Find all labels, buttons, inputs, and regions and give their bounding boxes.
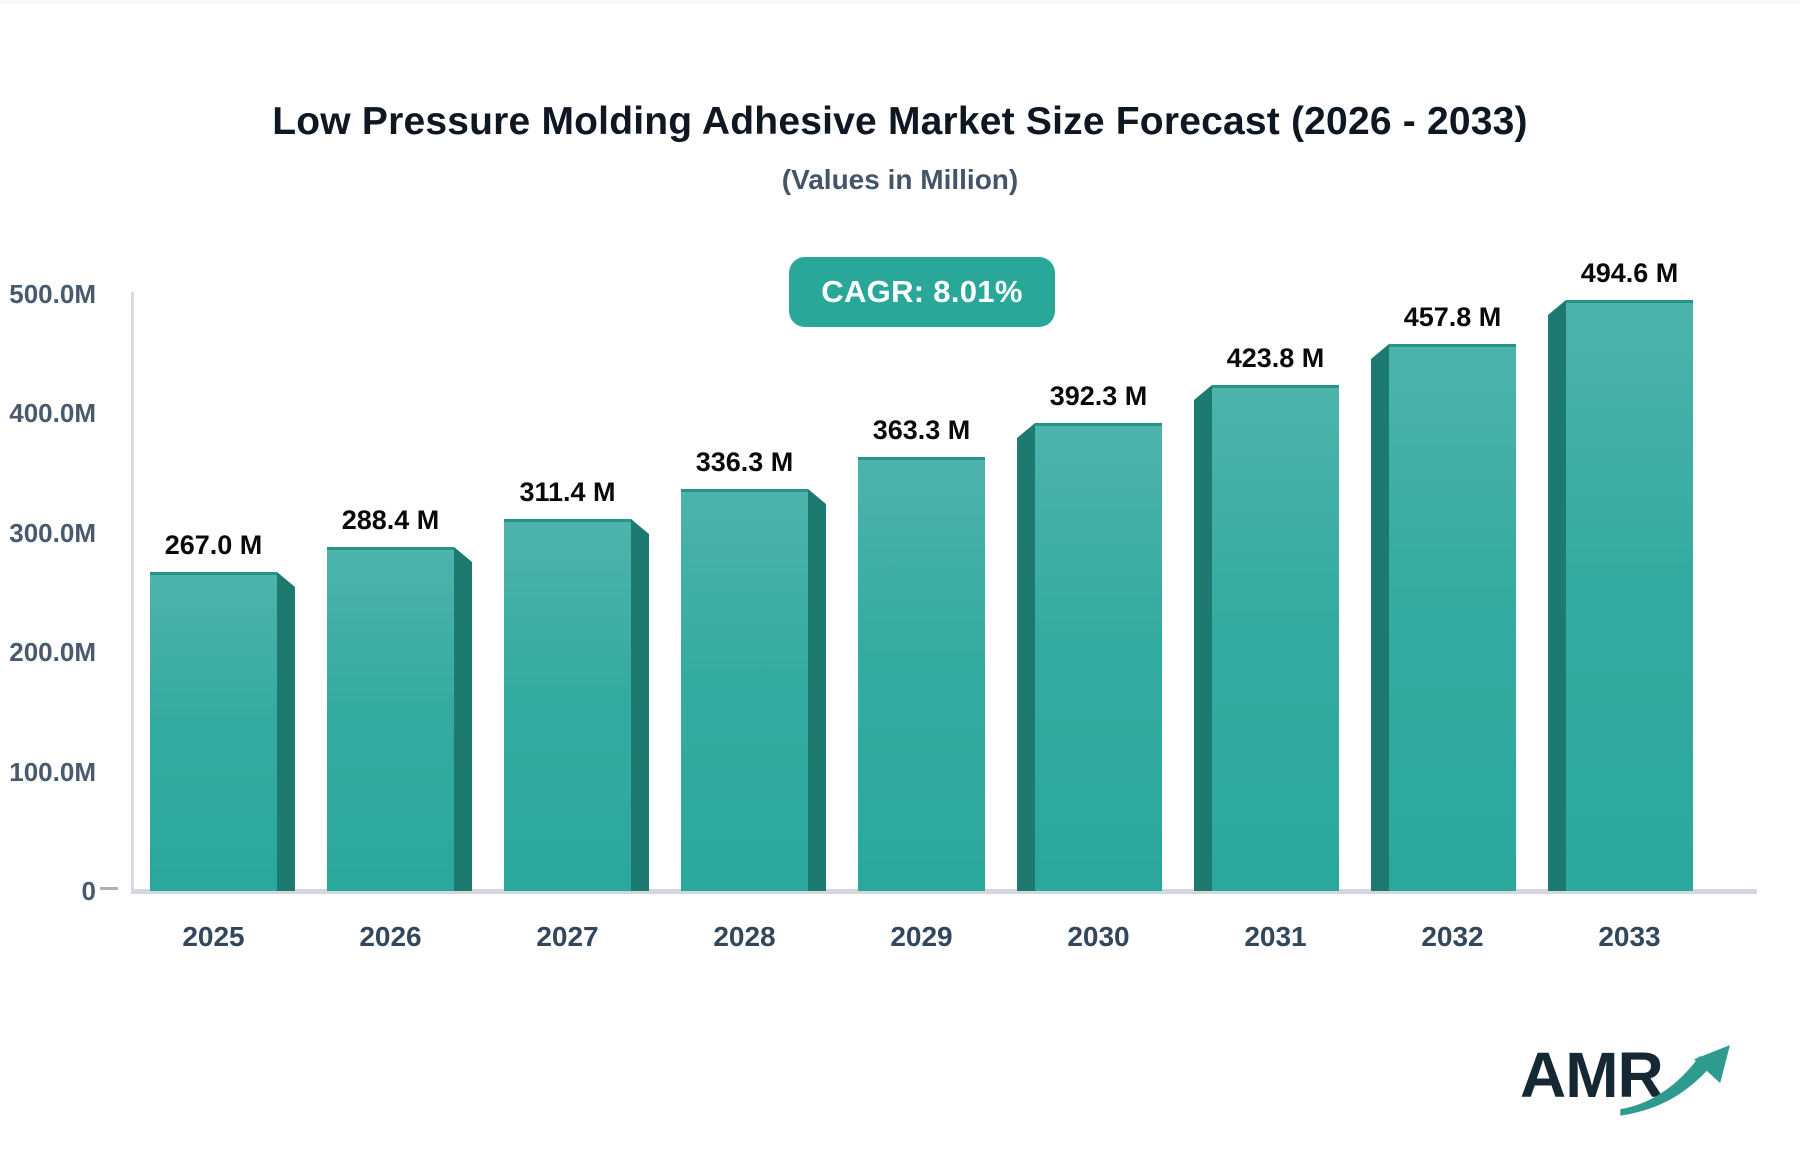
bar-2032[interactable] <box>1389 344 1516 891</box>
x-axis-category-label: 2027 <box>536 921 599 952</box>
bar-side-face <box>631 519 649 891</box>
y-axis-tick-label: 500.0M <box>9 279 96 309</box>
bar-side-face <box>1371 344 1389 891</box>
x-axis-category-label: 2031 <box>1244 921 1307 952</box>
y-axis-tick-label: 100.0M <box>9 756 96 787</box>
bar-2026[interactable] <box>327 547 454 891</box>
bar-value-label: 267.0 M <box>164 530 263 560</box>
x-axis-line <box>131 889 1757 894</box>
bar-value-label: 392.3 M <box>1049 381 1148 411</box>
bar-2031[interactable] <box>1212 385 1339 891</box>
bar-side-face <box>808 489 826 891</box>
bar-2033[interactable] <box>1566 300 1693 891</box>
brand-logo: AMR <box>1520 1030 1750 1120</box>
bar-2027[interactable] <box>504 519 631 891</box>
x-axis-category-label: 2030 <box>1067 921 1130 952</box>
bar-side-face <box>1548 300 1566 891</box>
zero-tick-mark <box>100 887 118 890</box>
bar-value-label: 336.3 M <box>695 447 794 477</box>
chart-subtitle: (Values in Million) <box>781 164 1019 195</box>
chart-title: Low Pressure Molding Adhesive Market Siz… <box>272 100 1528 143</box>
y-axis-tick-label: 300.0M <box>9 517 96 548</box>
x-axis-category-label: 2029 <box>890 921 953 952</box>
x-axis-category-label: 2025 <box>182 921 245 952</box>
bar-value-label: 423.8 M <box>1226 343 1325 373</box>
x-axis-category-label: 2032 <box>1421 921 1484 952</box>
bar-2029[interactable] <box>858 457 985 891</box>
bar-value-label: 288.4 M <box>341 505 440 535</box>
y-axis-tick-label: 400.0M <box>9 398 96 429</box>
cagr-badge-label: CAGR: 8.01% <box>821 274 1023 309</box>
x-axis-category-label: 2033 <box>1598 921 1661 952</box>
y-axis-line <box>131 292 134 893</box>
bar-value-label: 363.3 M <box>872 415 971 445</box>
bar-2025[interactable] <box>150 572 277 891</box>
x-axis-category-label: 2028 <box>713 921 776 952</box>
x-axis-category-label: 2026 <box>359 921 422 952</box>
brand-logo-text: AMR <box>1520 1039 1664 1111</box>
bar-side-face <box>277 572 295 891</box>
y-axis-tick-label: 0 <box>81 876 96 906</box>
cagr-badge: CAGR: 8.01% <box>789 257 1055 327</box>
bar-side-face <box>1017 423 1035 891</box>
bar-value-label: 457.8 M <box>1403 302 1502 332</box>
bar-side-face <box>454 547 472 891</box>
bar-2030[interactable] <box>1035 423 1162 891</box>
y-axis-tick-label: 200.0M <box>9 637 96 668</box>
bar-value-label: 311.4 M <box>519 477 616 507</box>
bar-value-label: 494.6 M <box>1580 258 1679 288</box>
bar-side-face <box>1194 385 1212 891</box>
bar-2028[interactable] <box>681 489 808 891</box>
growth-arrow-icon <box>1620 1045 1730 1116</box>
